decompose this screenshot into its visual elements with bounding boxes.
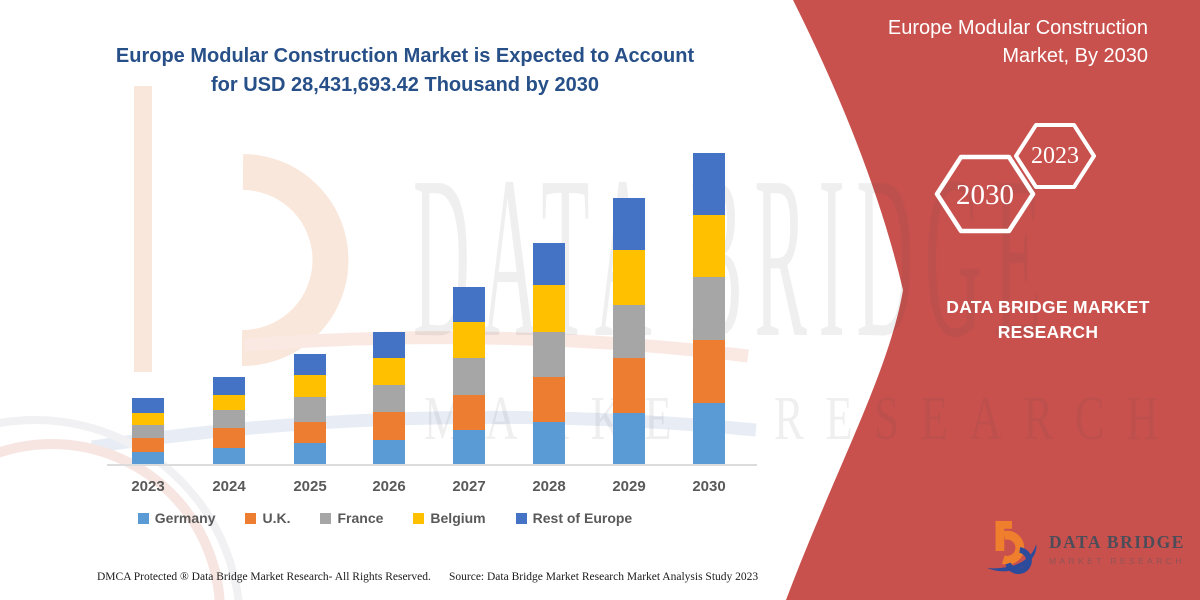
bar-segment-2024-germany [213,448,245,464]
stacked-bar-2030 [693,153,725,464]
watermark-swoosh-pink [244,331,749,363]
bar-segment-2023-france [132,425,164,438]
bar-segment-2026-rest-of-europe [373,332,405,358]
legend-swatch [137,512,149,524]
chart-title-line1: Europe Modular Construction Market is Ex… [115,45,695,67]
hexagon-2030-label: 2030 [956,179,1014,211]
brand-logo-texts: DATA BRIDGE MARKET RESEARCH [1049,518,1185,566]
x-axis-label-2023: 2023 [131,478,165,495]
bar-segment-2026-belgium [373,358,405,385]
bar-segment-2029-u-k- [613,358,645,413]
panel-brand-caption: DATA BRIDGE MARKET RESEARCH [946,297,1150,342]
bar-segment-2024-rest-of-europe [213,377,245,395]
x-axis-label-2026: 2026 [372,478,406,495]
stacked-bar-2028 [533,243,565,464]
bar-segment-2028-u-k- [533,377,565,422]
bar-segment-2028-rest-of-europe [533,243,565,285]
bar-segment-2030-france [693,277,725,340]
watermark-b-stem [134,86,152,372]
x-axis-label-2025: 2025 [293,478,327,495]
chart-title: Europe Modular Construction Market is Ex… [95,42,715,100]
legend-item-rest-of-europe: Rest of Europe [515,510,633,526]
legend-swatch [320,512,332,524]
x-axis-label-2029: 2029 [612,478,646,495]
bar-segment-2029-germany [613,413,645,464]
bar-segment-2030-germany [693,403,725,464]
bar-segment-2030-rest-of-europe [693,153,725,215]
bar-segment-2024-belgium [213,395,245,410]
bar-segment-2024-france [213,410,245,428]
legend-swatch [413,512,425,524]
hexagon-2023-label: 2023 [1031,143,1079,169]
bar-segment-2027-germany [453,430,485,464]
legend-item-u-k-: U.K. [245,510,290,526]
data-bridge-logo-icon [985,520,1037,575]
bar-segment-2026-u-k- [373,412,405,440]
x-axis-label-2027: 2027 [452,478,486,495]
bar-segment-2025-france [294,397,326,422]
stacked-bar-2029 [613,198,645,464]
bar-segment-2025-germany [294,443,326,464]
bar-segment-2027-rest-of-europe [453,287,485,322]
source-footer-text: Source: Data Bridge Market Research Mark… [449,571,759,583]
legend-label: Rest of Europe [532,510,633,526]
legend-item-germany: Germany [137,510,216,526]
bar-segment-2027-france [453,358,485,395]
legend-swatch [515,512,527,524]
bar-segment-2024-u-k- [213,428,245,448]
x-axis-label-2030: 2030 [692,478,726,495]
bar-segment-2023-germany [132,452,164,464]
stacked-bar-2023 [132,398,164,464]
legend-label: Belgium [430,510,486,526]
x-axis-line [107,464,757,466]
bar-segment-2025-u-k- [294,422,326,443]
legend-label: Germany [154,510,216,526]
watermark-corner-arc [0,439,225,600]
bar-segment-2030-belgium [693,215,725,277]
brand-logo-subtitle: MARKET RESEARCH [1049,556,1185,566]
bar-segment-2023-u-k- [132,438,164,452]
x-axis-label-2028: 2028 [532,478,566,495]
chart-title-line2: for USD 28,431,693.42 Thousand by 2030 [211,74,599,96]
bar-segment-2028-germany [533,422,565,464]
bar-segment-2026-germany [373,440,405,464]
bar-segment-2027-belgium [453,322,485,358]
bar-segment-2029-rest-of-europe [613,198,645,250]
bar-segment-2025-rest-of-europe [294,354,326,375]
bar-segment-2026-france [373,385,405,412]
panel-title: Europe Modular Construction Market, By 2… [887,17,1148,67]
bar-segment-2027-u-k- [453,395,485,430]
x-axis-label-2024: 2024 [212,478,246,495]
bar-segment-2030-u-k- [693,340,725,403]
bar-segment-2028-france [533,332,565,377]
bar-segment-2029-belgium [613,250,645,305]
legend-item-belgium: Belgium [413,510,486,526]
legend-swatch [245,512,257,524]
stacked-bar-2024 [213,377,245,464]
watermark-corner-arc-2 [0,416,243,600]
bar-segment-2025-belgium [294,375,326,397]
dmca-footer-text: DMCA Protected ® Data Bridge Market Rese… [97,571,431,583]
stacked-bar-2026 [373,332,405,464]
stacked-bar-2025 [294,354,326,464]
stacked-bar-2027 [453,287,485,464]
brand-logo-name: DATA BRIDGE [1049,532,1185,552]
chart-legend: Germany U.K. France Belgium Rest of Europe [95,510,675,526]
bar-segment-2028-belgium [533,285,565,332]
bar-segment-2023-rest-of-europe [132,398,164,413]
legend-label: U.K. [262,510,291,526]
legend-item-france: France [320,510,383,526]
bar-segment-2023-belgium [132,413,164,425]
brand-logo: DATA BRIDGE MARKET RESEARCH [983,518,1185,580]
legend-label: France [337,510,384,526]
watermark-swoosh-blue [91,410,757,454]
bar-segment-2029-france [613,305,645,358]
